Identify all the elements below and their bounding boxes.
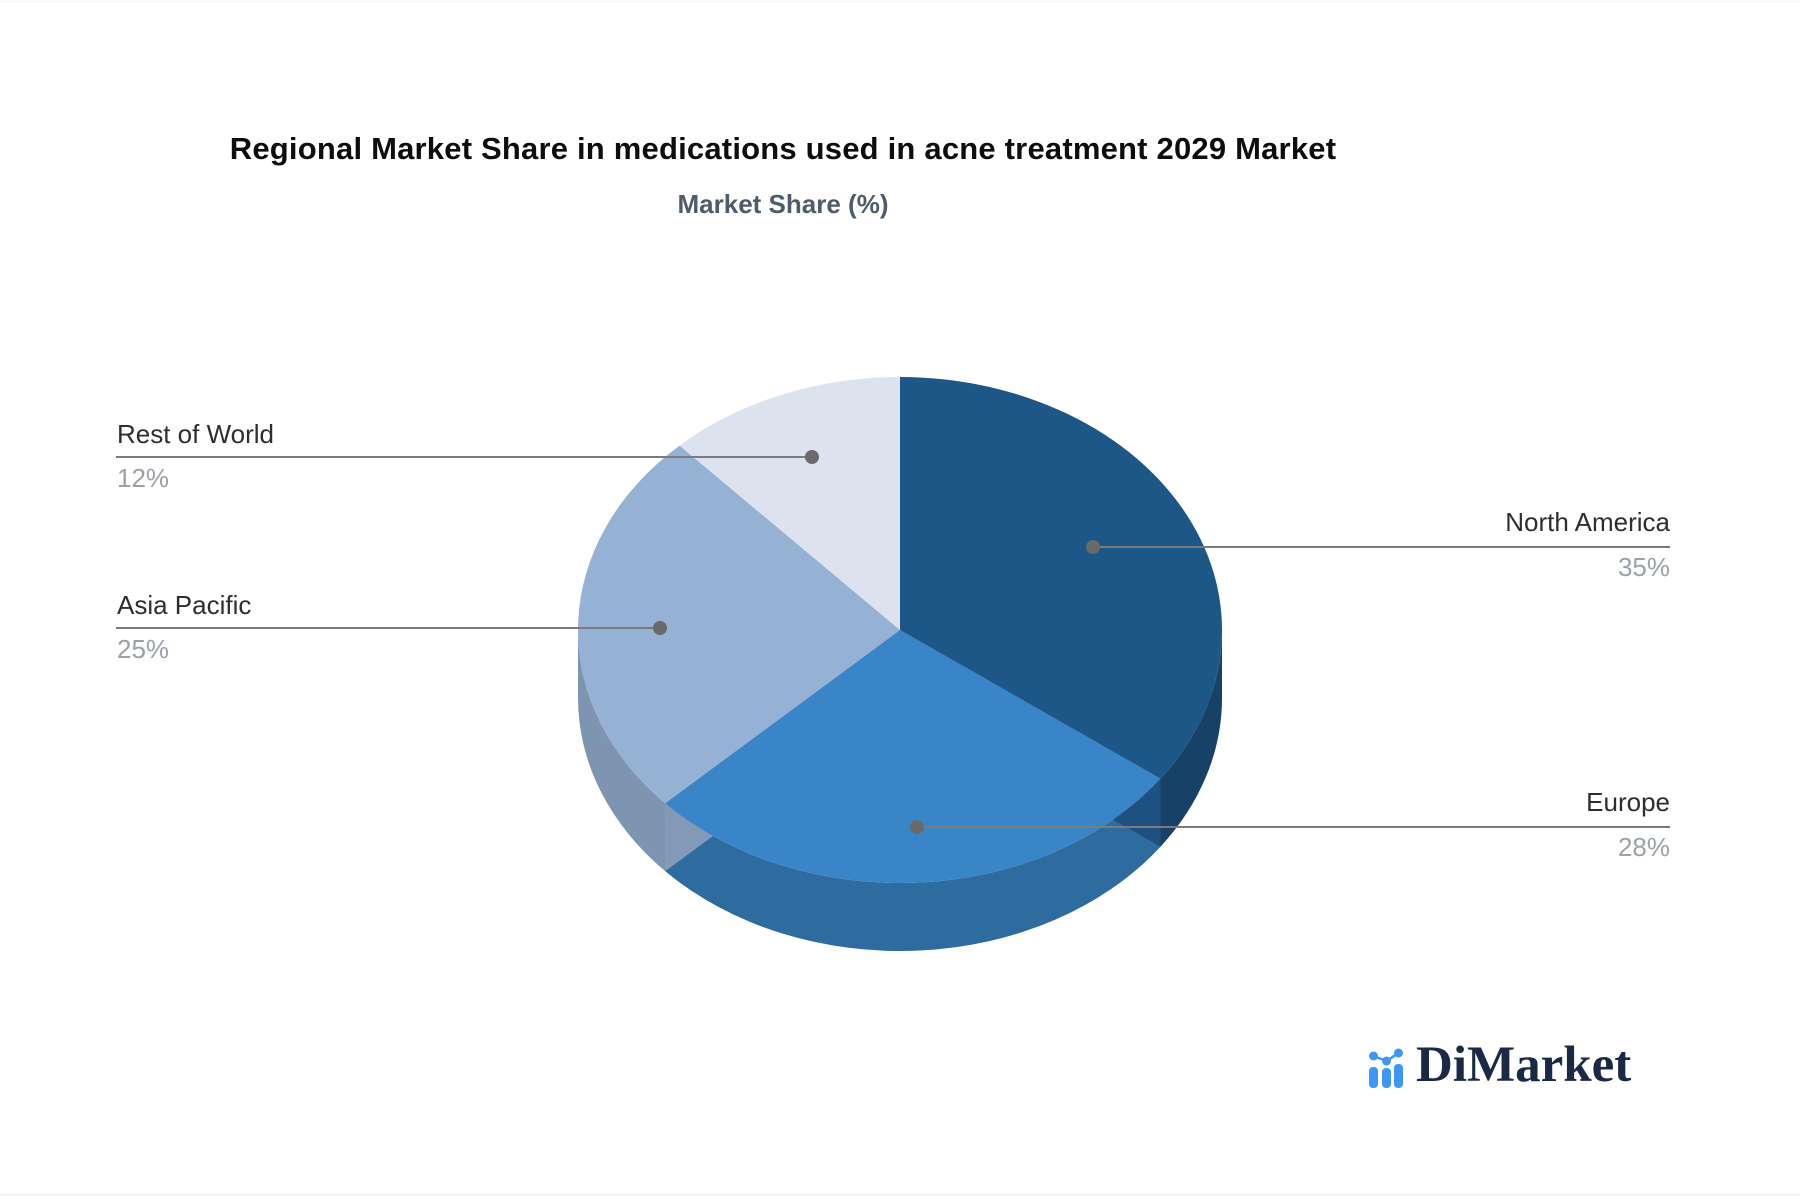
value-europe: 28% [1617, 832, 1670, 862]
chart-subtitle: Market Share (%) [677, 189, 889, 219]
pie-slice-top [679, 377, 900, 630]
label-europe: Europe [1586, 787, 1670, 817]
page-edge-bottom [0, 1193, 1800, 1196]
bar-line-chart-icon [1369, 1048, 1403, 1088]
page-edge-top [0, 0, 1800, 3]
logo-dot [1394, 1048, 1403, 1058]
leader-dot [1086, 540, 1100, 554]
label-north-america: North America [1505, 507, 1670, 537]
pie-slice-side [578, 630, 666, 872]
logo-bar [1369, 1067, 1378, 1088]
pie-slice-top [900, 377, 1222, 779]
leader-dot [910, 820, 924, 834]
value-asia-pacific: 25% [117, 634, 170, 664]
pie-slice-top [577, 445, 900, 804]
logo-dot [1382, 1056, 1391, 1066]
leader-dot [653, 621, 667, 635]
value-rest-of-world: 12% [117, 463, 170, 493]
value-north-america: 35% [1617, 552, 1670, 582]
pie-slice-side [1160, 630, 1222, 847]
pie-slice-side [665, 778, 1161, 951]
chart-title: Regional Market Share in medications use… [229, 131, 1337, 166]
logo-text: DiMarket [1416, 1037, 1632, 1093]
label-rest-of-world: Rest of World [117, 419, 275, 449]
logo-bar [1394, 1064, 1403, 1088]
label-asia-pacific: Asia Pacific [117, 590, 252, 620]
pie-slice-top [665, 630, 1161, 884]
logo-bar [1382, 1068, 1391, 1088]
dimarket-logo: DiMarket [1346, 1036, 1631, 1094]
logo-dot [1369, 1051, 1378, 1061]
leader-dot [805, 450, 819, 464]
